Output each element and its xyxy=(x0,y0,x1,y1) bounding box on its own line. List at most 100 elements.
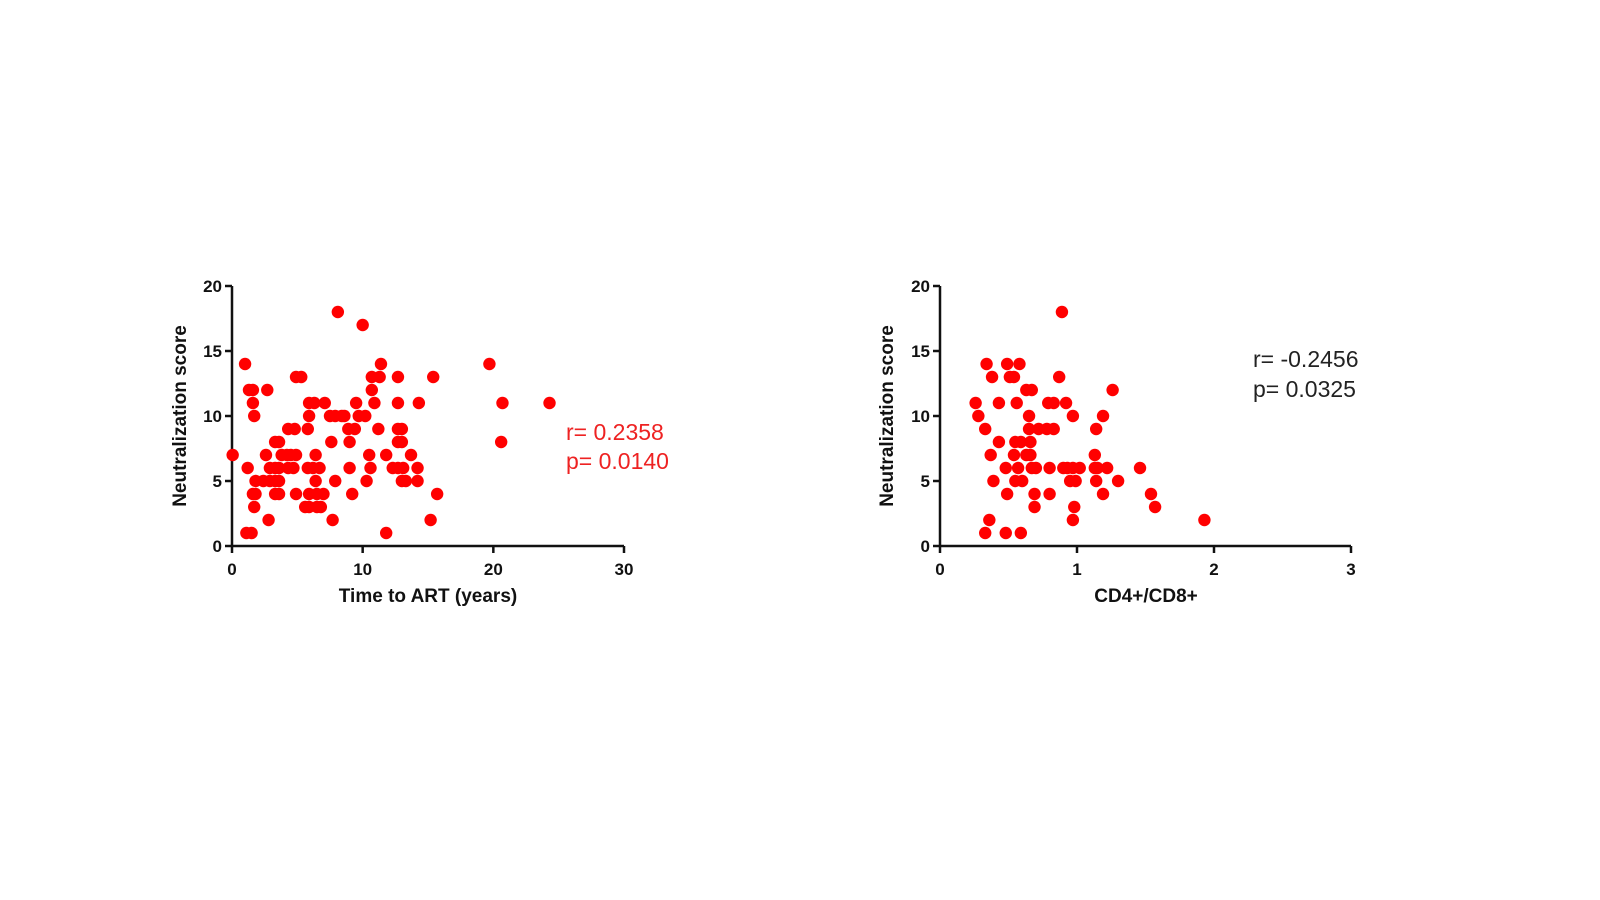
data-point xyxy=(1066,513,1080,527)
x-tick-label: 0 xyxy=(935,560,944,579)
data-point xyxy=(983,513,996,527)
data-point xyxy=(999,461,1012,475)
data-point xyxy=(999,526,1012,540)
x-tick-label: 1 xyxy=(1072,560,1081,579)
data-point xyxy=(992,435,1006,449)
data-point xyxy=(356,318,369,332)
scatter-plot-cd4-cd8: CD4+/CD8+ Neutralization score r= -0.245… xyxy=(877,277,1359,607)
data-point xyxy=(262,513,275,527)
data-point xyxy=(363,448,376,462)
data-point xyxy=(1000,487,1014,501)
data-point xyxy=(1068,500,1081,514)
data-point xyxy=(1059,396,1073,410)
data-point xyxy=(1091,461,1104,475)
data-point xyxy=(338,409,351,423)
data-point xyxy=(372,422,385,436)
data-point xyxy=(1028,500,1041,514)
p-value-label: p= 0.0325 xyxy=(1253,376,1356,402)
data-point xyxy=(1069,474,1082,488)
data-point xyxy=(1047,396,1060,410)
data-point xyxy=(427,370,440,384)
data-point xyxy=(248,500,261,514)
scatter-plot-time-to-art: Time to ART (years) Neutralization score… xyxy=(170,277,669,607)
y-tick-label: 20 xyxy=(203,277,222,296)
data-point xyxy=(368,396,381,410)
y-tick-label: 10 xyxy=(203,407,222,426)
data-point xyxy=(288,422,301,436)
y-axis-label: Neutralization score xyxy=(877,325,898,507)
x-axis-label: CD4+/CD8+ xyxy=(1094,586,1198,607)
data-point xyxy=(1022,422,1036,436)
data-point xyxy=(245,526,258,540)
x-tick-label: 20 xyxy=(484,560,503,579)
data-point xyxy=(969,396,982,410)
data-point xyxy=(483,357,496,371)
data-point xyxy=(359,409,372,423)
data-point xyxy=(992,396,1006,410)
correlation-r-label: r= -0.2456 xyxy=(1253,346,1359,372)
data-point xyxy=(979,526,992,540)
data-point xyxy=(318,396,331,410)
data-point xyxy=(395,422,409,436)
y-tick-label: 0 xyxy=(213,537,222,556)
data-point xyxy=(295,370,308,384)
data-point xyxy=(272,487,286,501)
data-point xyxy=(411,461,424,475)
data-point xyxy=(411,474,424,488)
data-point xyxy=(412,396,426,410)
data-point xyxy=(1100,461,1114,475)
data-point xyxy=(373,370,386,384)
data-point xyxy=(1025,383,1038,397)
data-point xyxy=(391,396,405,410)
data-point xyxy=(289,448,303,462)
data-point xyxy=(241,461,254,475)
data-point xyxy=(302,409,316,423)
p-value-label: p= 0.0140 xyxy=(566,448,669,474)
data-point xyxy=(1089,422,1103,436)
data-point xyxy=(985,370,999,384)
data-point xyxy=(343,435,356,449)
data-point xyxy=(1066,409,1080,423)
x-tick-label: 0 xyxy=(227,560,236,579)
data-point xyxy=(1043,461,1056,475)
data-point xyxy=(301,422,314,436)
data-point xyxy=(1010,396,1023,410)
data-point xyxy=(396,461,410,475)
data-point xyxy=(1047,422,1060,436)
data-point xyxy=(987,474,1000,488)
data-point xyxy=(1043,487,1056,501)
data-point xyxy=(1029,461,1043,475)
data-point xyxy=(246,396,260,410)
data-point xyxy=(226,448,239,462)
data-point xyxy=(1052,370,1066,384)
data-point xyxy=(404,448,418,462)
data-point xyxy=(272,435,286,449)
data-point xyxy=(1013,357,1026,371)
y-tick-label: 15 xyxy=(911,342,930,361)
data-point xyxy=(259,448,273,462)
data-point xyxy=(1144,487,1158,501)
data-point xyxy=(272,461,286,475)
data-point xyxy=(1073,461,1086,475)
y-tick-label: 0 xyxy=(921,537,930,556)
data-point xyxy=(424,513,437,527)
data-point xyxy=(248,409,261,423)
data-point xyxy=(1028,487,1041,501)
data-point xyxy=(1014,435,1028,449)
data-point xyxy=(325,435,338,449)
data-point xyxy=(391,370,405,384)
data-point xyxy=(261,383,274,397)
data-point xyxy=(1014,526,1028,540)
data-point xyxy=(1007,448,1021,462)
data-point xyxy=(374,357,388,371)
data-point xyxy=(1111,474,1125,488)
x-tick-label: 10 xyxy=(353,560,372,579)
data-point xyxy=(1024,435,1037,449)
x-tick-label: 3 xyxy=(1346,560,1355,579)
x-tick-label: 30 xyxy=(615,560,634,579)
data-point xyxy=(360,474,373,488)
data-point xyxy=(1088,448,1102,462)
y-tick-label: 5 xyxy=(213,472,222,491)
data-point xyxy=(543,396,556,410)
data-point xyxy=(308,396,321,410)
